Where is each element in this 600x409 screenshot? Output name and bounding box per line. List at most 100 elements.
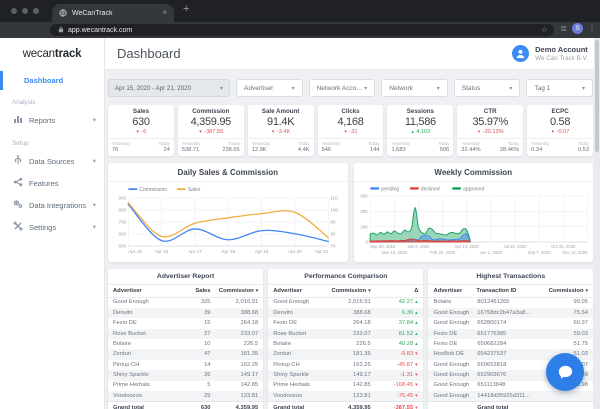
table-row[interactable]: Good Enough 651113848 43.98 [428, 381, 593, 391]
table-row[interactable]: Bolaire 226.5 40.28▲ [268, 339, 423, 349]
table-row[interactable]: Good Enough 16758dc2b47a3a8... 75.54 [428, 307, 594, 319]
kpi-yesterday: Yesterday 12.9K [252, 141, 270, 153]
sidebar-item-label: Reports [29, 115, 56, 125]
svg-text:Dec 14, 2020: Dec 14, 2020 [562, 250, 588, 255]
table-row[interactable]: Voodoozoo 29 123.81 [108, 390, 264, 402]
cell: Good Enough [433, 320, 470, 327]
address-bar[interactable]: app.wecantrack.com ☆ [50, 24, 554, 36]
sidebar-item-dashboard[interactable]: Dashboard [0, 71, 104, 90]
sidebar-item-data-integrations[interactable]: Data Integrations ▾ [0, 194, 104, 216]
cell: 8012451265 [477, 299, 510, 306]
kpi-today: Today 238.65 [222, 141, 239, 153]
cell: 388.68 [240, 309, 259, 316]
table-row[interactable]: Fexio DE 651776385 59.03 [428, 328, 594, 339]
filter-status-select[interactable]: Status ▾ [453, 79, 521, 97]
sidebar-item-data-sources[interactable]: Data Sources ▾ [0, 150, 104, 172]
sidebar-item-features[interactable]: Features [0, 172, 104, 194]
svg-text:Jul 20, 2020: Jul 20, 2020 [503, 244, 527, 249]
filter-advertiser-select[interactable]: Advertiser ▾ [236, 79, 303, 97]
cell: 51.75 [573, 340, 589, 347]
svg-text:110: 110 [330, 196, 338, 201]
date-range-picker[interactable]: Apr 15, 2020 - Apr 21, 2020 ▾ [108, 79, 230, 97]
browser-profile-avatar[interactable]: S [572, 23, 583, 34]
kpi-value: 11,586 [404, 116, 436, 128]
table-row[interactable]: HooBob DE 654237537 51.03 [428, 349, 594, 360]
table-row[interactable]: Pintup CH 14 162.25 [108, 360, 263, 370]
svg-text:Apr 15: Apr 15 [128, 249, 142, 254]
column-header-advertiser[interactable]: Advertiser [113, 287, 142, 294]
kpi-mini-label: Today [577, 141, 590, 146]
total-cell: Grand total [477, 405, 509, 409]
table-row[interactable]: Shiny Sparkle 26 149.17 [108, 370, 264, 381]
arrow-up-icon: ▲ [414, 330, 419, 336]
sidebar-item-settings[interactable]: Settings ▾ [0, 216, 104, 238]
kpi-mini-value: 28.46% [499, 147, 520, 153]
new-tab-button[interactable]: + [183, 3, 190, 15]
top-bar: Dashboard Demo Account We Can Track B.V. [105, 38, 600, 70]
tab-close-icon[interactable]: × [162, 8, 167, 17]
scrollbar-thumb[interactable] [595, 40, 599, 152]
table-row[interactable]: Bolaire 8012451265 99.05 [428, 298, 593, 308]
bookmark-star-icon[interactable]: ☆ [540, 25, 548, 34]
arrow-down-icon: ▼ [271, 129, 276, 134]
table-row[interactable]: Good Enough 2,016.91 42.27▲ [268, 298, 423, 308]
browser-tab[interactable]: WeCanTrack × [52, 4, 174, 22]
svg-text:declined: declined [420, 186, 439, 192]
table-body: Good Enough 325 2,016.91 Denvito 39 388.68 Fex… [108, 298, 264, 402]
column-header-advertiser[interactable]: Advertiser [433, 287, 463, 294]
table-row[interactable]: Fexio DE 15 264.18 [108, 318, 263, 328]
kpi-mini-value: 538.71 [181, 147, 200, 153]
table-row[interactable]: Prime Herbals 142.85 -168.45▼ [268, 381, 423, 391]
kpi-footer: Yesterday 12.9K Today 4.4K [247, 138, 314, 156]
column-header-advertiser[interactable]: Advertiser [273, 287, 302, 294]
table-row[interactable]: Denvito 388.68 6.36▲ [268, 307, 424, 319]
chevron-down-icon: ▾ [509, 85, 513, 92]
cell: Zenturi [113, 351, 132, 358]
cell: 59.03 [573, 330, 589, 337]
filter-network-select[interactable]: Network ▾ [381, 79, 448, 97]
kpi-title: CTR [483, 108, 497, 115]
browser-menu-icon[interactable]: ⋮ [588, 24, 596, 33]
kpi-yesterday: Yesterday 0.34 [531, 141, 549, 153]
column-header-[interactable]: Δ [414, 287, 419, 294]
kpi-mini-label: Yesterday [321, 141, 341, 146]
table-row[interactable]: Rose Bucket 233.07 81.52▲ [268, 328, 424, 339]
table-row[interactable]: Bolaire 10 226.5 [108, 339, 263, 349]
table-row[interactable]: Prime Herbals 5 142.85 [108, 381, 263, 391]
table-row[interactable]: Fexio DE 264.18 37.84▲ [268, 318, 423, 328]
cell: 43.98 [573, 382, 589, 389]
sidebar-item-reports[interactable]: Reports ▾ [0, 109, 104, 131]
column-header-commission[interactable]: Commission ▾ [331, 287, 371, 294]
table-row[interactable]: Good Enough 14418d35925d311... [428, 390, 594, 402]
filter-network-acco-select[interactable]: Network Acco... ▾ [308, 79, 376, 97]
svg-text:Jan 6, 2020: Jan 6, 2020 [407, 244, 430, 249]
window-controls[interactable] [11, 8, 39, 14]
table-row[interactable]: Pintup CH 162.25 -45.87▼ [268, 360, 423, 370]
table-row[interactable]: Zenturi 47 181.35 [108, 349, 264, 360]
table-row[interactable]: Voodoozoo 123.81 -75.45▼ [268, 390, 424, 402]
account-menu[interactable]: Demo Account We Can Track B.V. [512, 45, 588, 62]
chevron-down-icon: ▾ [581, 85, 585, 92]
column-header-commission[interactable]: Commission ▾ [548, 287, 589, 294]
table-row[interactable]: Denvito 39 388.68 [108, 307, 264, 319]
app-logo[interactable]: wecantrack [22, 48, 82, 60]
table-row[interactable]: Zenturi 181.35 -9.83▼ [268, 349, 424, 360]
kpi-mini-label: Yesterday [461, 141, 480, 146]
filter-tag-1-select[interactable]: Tag 1 ▾ [526, 79, 593, 97]
sidebar-section-setup: Setup [12, 140, 29, 147]
column-header-sales[interactable]: Sales [195, 287, 211, 294]
column-header-transaction-id[interactable]: Transaction ID [476, 287, 517, 294]
table-advertiser-report: Advertiser Report Advertiser Sales Commissi… [108, 269, 264, 409]
kpi-value: 4,168 [337, 116, 364, 128]
table-row[interactable]: Good Enough 325 2,016.91 [108, 298, 263, 308]
table-row[interactable]: Good Enough 652800174 60.97 [428, 318, 593, 328]
kpi-mini-value: 76 [112, 147, 119, 153]
filter-label: Network [389, 84, 414, 92]
table-row[interactable]: Rose Bucket 27 233.07 [108, 328, 264, 339]
table-row[interactable]: Shiny Sparkle 149.17 -1.31▼ [268, 370, 424, 381]
column-header-commission[interactable]: Commission ▾ [218, 287, 259, 294]
table-row[interactable]: Fexio DE 650682284 51.75 [428, 339, 593, 349]
chat-fab-button[interactable] [546, 353, 584, 391]
chevron-down-icon: ▾ [92, 224, 96, 231]
extension-icon[interactable]: ≣ [560, 24, 567, 33]
